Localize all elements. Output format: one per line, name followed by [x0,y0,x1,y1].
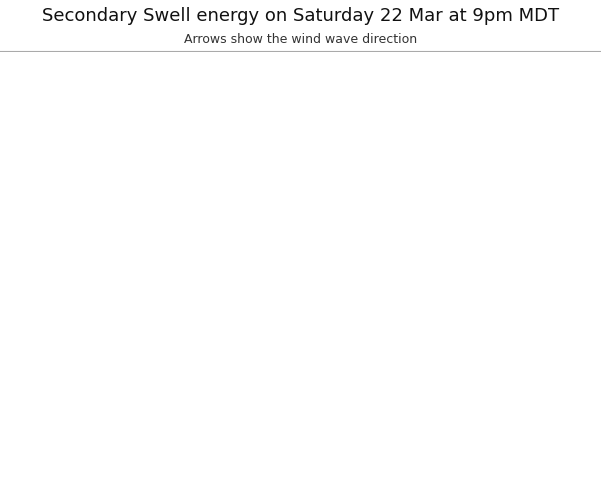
Text: cartopy not available:
No module named 'cartopy': cartopy not available: No module named '… [204,255,397,285]
Text: Secondary Swell energy on Saturday 22 Mar at 9pm MDT: Secondary Swell energy on Saturday 22 Ma… [42,7,559,25]
Text: Arrows show the wind wave direction: Arrows show the wind wave direction [184,33,417,46]
